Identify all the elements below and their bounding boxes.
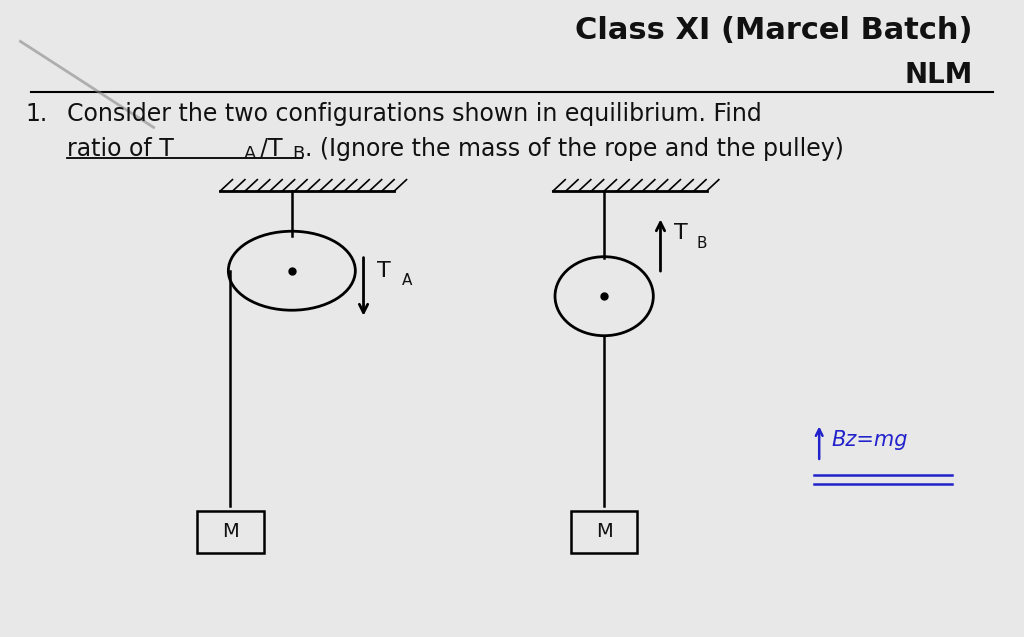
Text: M: M	[222, 522, 239, 541]
Text: T: T	[377, 261, 390, 281]
Text: B: B	[292, 145, 304, 163]
FancyBboxPatch shape	[571, 511, 637, 553]
FancyBboxPatch shape	[197, 511, 264, 553]
Text: . (Ignore the mass of the rope and the pulley): . (Ignore the mass of the rope and the p…	[305, 137, 844, 161]
Text: /T: /T	[260, 137, 283, 161]
Text: B: B	[696, 236, 707, 251]
Text: Class XI (Marcel Batch): Class XI (Marcel Batch)	[575, 16, 973, 45]
Text: Bz=mg: Bz=mg	[831, 429, 908, 450]
Text: A: A	[244, 145, 256, 163]
Text: A: A	[401, 273, 412, 288]
Text: ratio of T: ratio of T	[67, 137, 173, 161]
Text: Consider the two configurations shown in equilibrium. Find: Consider the two configurations shown in…	[67, 102, 761, 126]
Text: 1.: 1.	[26, 102, 48, 126]
Text: T: T	[674, 222, 687, 243]
Text: NLM: NLM	[904, 61, 973, 89]
Text: M: M	[596, 522, 612, 541]
